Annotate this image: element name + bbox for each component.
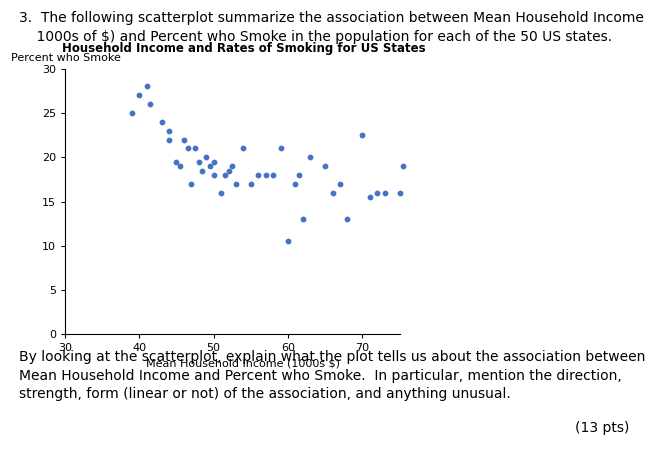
Point — [328, 189, 338, 196]
Point — [171, 158, 182, 165]
Point — [245, 180, 256, 187]
Point — [298, 216, 308, 223]
Point — [186, 180, 197, 187]
Point — [342, 216, 352, 223]
Point — [380, 189, 390, 196]
Point — [305, 153, 315, 161]
Point — [208, 158, 219, 165]
Point — [372, 189, 382, 196]
Point — [164, 136, 174, 143]
Point — [294, 171, 304, 179]
Point — [320, 163, 330, 170]
Point — [238, 145, 249, 152]
Point — [365, 193, 375, 201]
Point — [141, 83, 152, 90]
Point — [395, 189, 405, 196]
Point — [182, 145, 193, 152]
Text: By looking at the scatterplot, explain what the plot tells us about the associat: By looking at the scatterplot, explain w… — [19, 350, 646, 365]
Point — [208, 171, 219, 179]
Text: (13 pts): (13 pts) — [575, 421, 630, 435]
Point — [260, 171, 271, 179]
Point — [357, 131, 367, 139]
Point — [335, 180, 345, 187]
X-axis label: Mean Household Income (1000s $): Mean Household Income (1000s $) — [147, 359, 340, 369]
Point — [193, 158, 204, 165]
Point — [201, 153, 212, 161]
Point — [283, 238, 293, 245]
Text: Percent who Smoke: Percent who Smoke — [12, 54, 121, 63]
Text: 1000s of $) and Percent who Smoke in the population for each of the 50 US states: 1000s of $) and Percent who Smoke in the… — [19, 30, 613, 44]
Text: 3.  The following scatterplot summarize the association between Mean Household I: 3. The following scatterplot summarize t… — [19, 11, 649, 26]
Point — [178, 136, 189, 143]
Point — [275, 145, 286, 152]
Point — [127, 109, 137, 117]
Point — [231, 180, 241, 187]
Title: Household Income and Rates of Smoking for US States: Household Income and Rates of Smoking fo… — [62, 42, 425, 55]
Point — [175, 163, 186, 170]
Point — [134, 92, 145, 99]
Point — [197, 167, 208, 174]
Text: Mean Household Income and Percent who Smoke.  In particular, mention the directi: Mean Household Income and Percent who Sm… — [19, 369, 622, 383]
Point — [227, 163, 238, 170]
Point — [398, 163, 408, 170]
Point — [204, 163, 215, 170]
Point — [164, 127, 174, 134]
Text: strength, form (linear or not) of the association, and anything unusual.: strength, form (linear or not) of the as… — [19, 387, 511, 401]
Point — [290, 180, 300, 187]
Point — [156, 118, 167, 125]
Point — [145, 100, 156, 108]
Point — [216, 189, 227, 196]
Point — [253, 171, 263, 179]
Point — [223, 167, 234, 174]
Point — [219, 171, 230, 179]
Point — [268, 171, 278, 179]
Point — [190, 145, 201, 152]
